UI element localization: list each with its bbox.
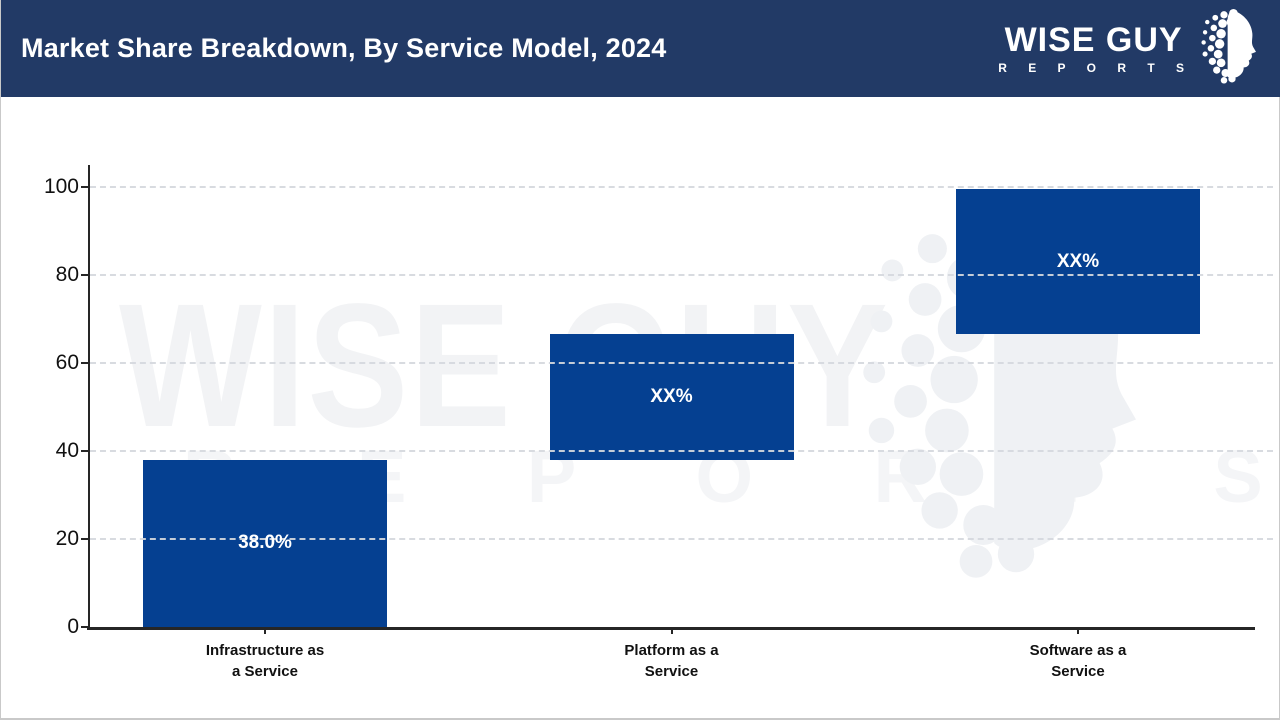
x-tick-label: Infrastructure as a Service — [206, 640, 324, 682]
x-tick-label-line: Service — [1051, 663, 1105, 680]
gridline — [90, 186, 1273, 188]
logo-text: WISE GUY R E P O R T S — [994, 23, 1193, 74]
x-tick-label-line: Software as a — [1029, 642, 1127, 659]
y-tick-mark — [81, 538, 89, 540]
logo-wordmark: WISE GUY — [1004, 21, 1183, 59]
bar-value-label: XX% — [650, 386, 693, 408]
logo-subtitle: R E P O R T S — [998, 61, 1193, 75]
x-tick-mark — [1077, 627, 1079, 634]
gridline — [90, 538, 1273, 540]
y-tick-mark — [81, 362, 89, 364]
gridline — [90, 362, 1273, 364]
y-tick-mark — [81, 274, 89, 276]
y-tick-label: 20 — [55, 527, 79, 550]
x-tick-label-line: Infrastructure as — [205, 642, 325, 659]
header: Market Share Breakdown, By Service Model… — [1, 0, 1280, 97]
y-tick-label: 100 — [43, 175, 79, 198]
x-tick-label: Platform as a Service — [624, 640, 718, 682]
y-tick-label: 60 — [55, 351, 79, 374]
chart-title: Market Share Breakdown, By Service Model… — [21, 33, 667, 63]
y-axis-line — [88, 165, 90, 629]
bar-segment — [549, 334, 794, 460]
x-tick-label: Software as a Service — [1030, 640, 1127, 682]
y-tick-mark — [81, 186, 89, 188]
bar-value-label: XX% — [1056, 250, 1100, 272]
bar-value-label: 38.0% — [238, 532, 292, 554]
wise-guy-logo: WISE GUY R E P O R T S — [994, 8, 1261, 89]
gridline — [90, 274, 1273, 276]
x-tick-label-line: Platform as a — [624, 642, 719, 659]
y-tick-label: 0 — [67, 615, 79, 638]
wise-guy-face-icon — [1201, 8, 1256, 84]
gridline — [90, 450, 1273, 452]
x-tick-label-line: Service — [644, 663, 699, 680]
x-tick-mark — [670, 627, 673, 634]
x-tick-mark — [264, 627, 266, 634]
y-tick-mark — [81, 450, 89, 452]
y-tick-mark — [81, 626, 89, 628]
bar-segment — [143, 459, 387, 627]
y-tick-label: 80 — [55, 263, 79, 286]
x-tick-label-line: a Service — [232, 663, 298, 680]
y-tick-label: 40 — [55, 439, 79, 462]
